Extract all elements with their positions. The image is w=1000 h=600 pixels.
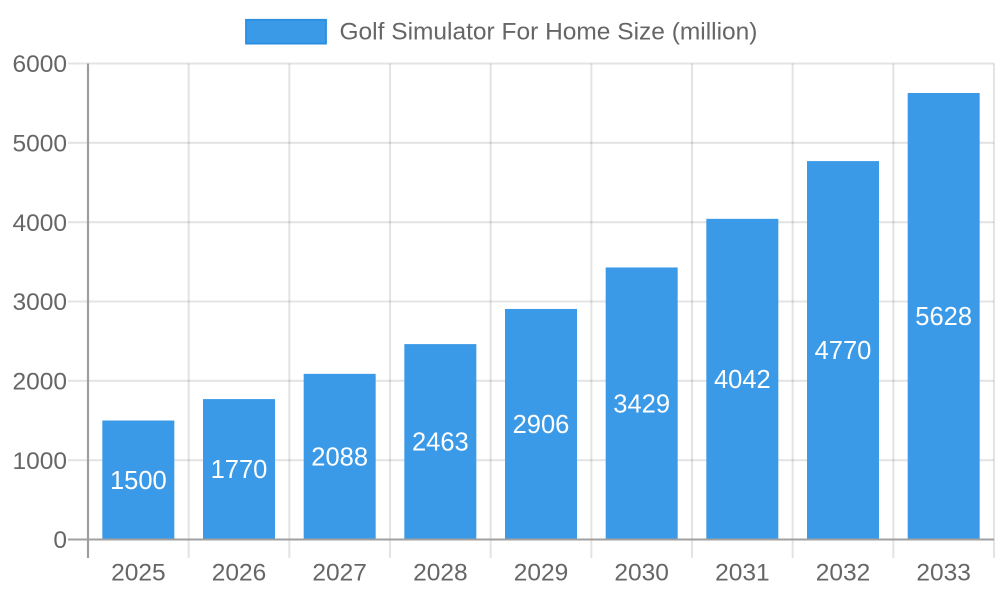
- svg-text:2033: 2033: [916, 560, 971, 587]
- svg-text:2032: 2032: [816, 560, 871, 587]
- svg-text:3429: 3429: [613, 390, 670, 418]
- svg-text:1000: 1000: [12, 448, 67, 475]
- svg-text:0: 0: [53, 527, 67, 554]
- svg-text:4770: 4770: [815, 337, 872, 365]
- svg-text:Golf Simulator For Home Size (: Golf Simulator For Home Size (million): [340, 19, 758, 46]
- svg-text:2088: 2088: [311, 443, 368, 471]
- svg-text:2026: 2026: [212, 560, 267, 587]
- svg-text:2000: 2000: [12, 369, 67, 396]
- svg-text:1770: 1770: [211, 456, 268, 484]
- svg-text:4042: 4042: [714, 366, 771, 394]
- svg-text:2031: 2031: [715, 560, 770, 587]
- svg-text:2463: 2463: [412, 429, 469, 457]
- svg-text:2029: 2029: [514, 560, 569, 587]
- svg-text:4000: 4000: [12, 210, 67, 237]
- svg-text:1500: 1500: [110, 467, 167, 495]
- svg-text:2027: 2027: [312, 560, 367, 587]
- svg-text:2028: 2028: [413, 560, 468, 587]
- svg-text:6000: 6000: [12, 51, 67, 78]
- svg-text:2906: 2906: [513, 411, 570, 439]
- svg-text:5000: 5000: [12, 131, 67, 158]
- svg-text:2025: 2025: [111, 560, 166, 587]
- svg-text:2030: 2030: [614, 560, 669, 587]
- svg-text:3000: 3000: [12, 289, 67, 316]
- svg-text:5628: 5628: [915, 303, 972, 331]
